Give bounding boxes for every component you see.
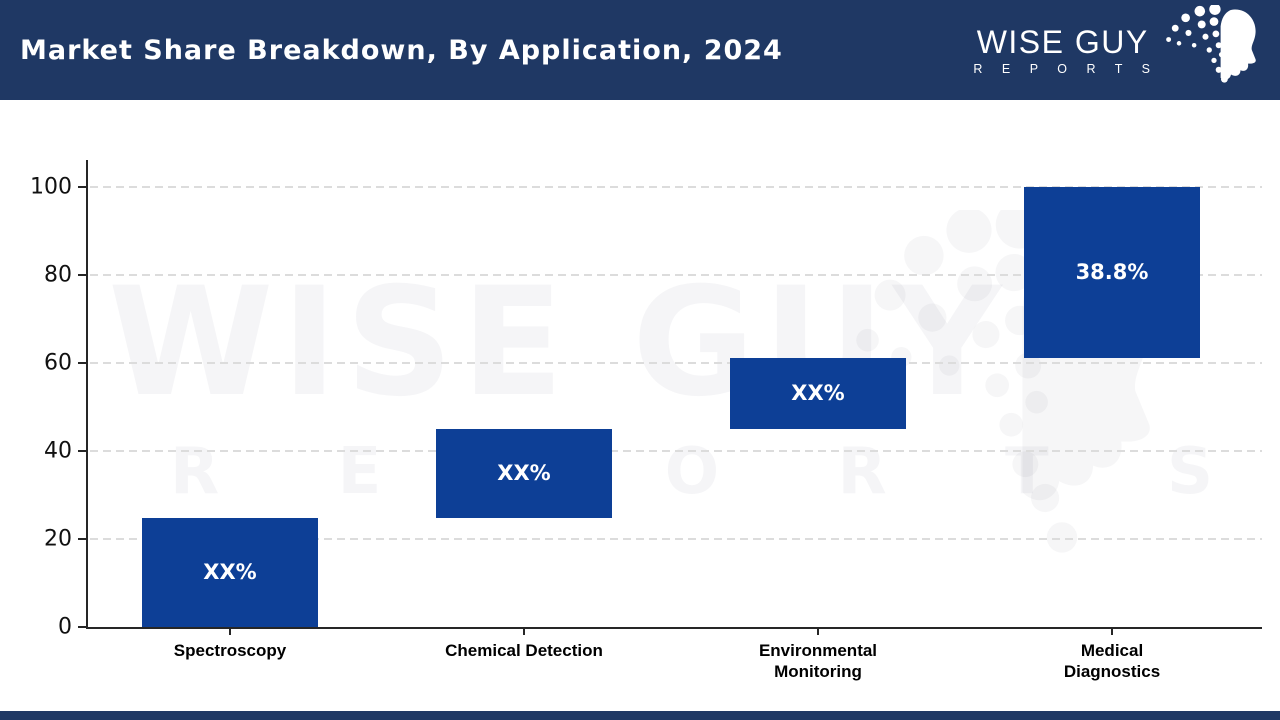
x-category-label-chemical-detection: Chemical Detection: [445, 641, 603, 660]
gridline-100: [90, 186, 1262, 188]
footer-bar: [0, 711, 1280, 720]
y-axis-line: [86, 160, 88, 629]
y-tick-label-60: 60: [44, 350, 72, 376]
x-category-label-spectroscopy: Spectroscopy: [173, 641, 287, 660]
x-tick-mark-0: [229, 627, 231, 635]
y-tick-label-0: 0: [58, 614, 72, 640]
x-tick-mark-1: [523, 627, 525, 635]
x-tick-mark-3: [1111, 627, 1113, 635]
x-axis-line: [86, 627, 1262, 629]
x-tick-mark-2: [817, 627, 819, 635]
y-tick-mark-80: [78, 274, 86, 276]
bar-environmental-monitoring: XX%: [730, 357, 906, 429]
x-category-label-environmental-monitoring: Environmental Monitoring: [758, 641, 878, 681]
bar-value-label: 38.8%: [1075, 260, 1149, 285]
bar-value-label: XX%: [203, 560, 257, 585]
y-tick-mark-60: [78, 362, 86, 364]
y-tick-label-100: 100: [30, 174, 72, 200]
logo-text: WISE GUY R E P O R T S: [967, 23, 1158, 77]
logo-subtitle: R E P O R T S: [973, 62, 1158, 77]
gridline-20: [90, 538, 1262, 540]
bar-chemical-detection: XX%: [436, 429, 612, 518]
y-tick-mark-100: [78, 186, 86, 188]
gridline-80: [90, 274, 1262, 276]
bar-spectroscopy: XX%: [142, 517, 318, 627]
bar-medical-diagnostics: 38.8%: [1024, 187, 1200, 358]
dotted-face-profile-icon: [1162, 3, 1266, 97]
header-bar: Market Share Breakdown, By Application, …: [0, 0, 1280, 100]
y-tick-mark-20: [78, 538, 86, 540]
y-tick-label-40: 40: [44, 438, 72, 464]
bar-value-label: XX%: [497, 461, 551, 486]
x-category-label-medical-diagnostics: Medical Diagnostics: [1063, 641, 1161, 681]
y-tick-mark-40: [78, 450, 86, 452]
gridline-60: [90, 362, 1262, 364]
y-tick-label-80: 80: [44, 262, 72, 288]
chart-title: Market Share Breakdown, By Application, …: [20, 34, 783, 66]
y-tick-mark-0: [78, 626, 86, 628]
bar-value-label: XX%: [791, 381, 845, 406]
wise-guy-reports-logo: WISE GUY R E P O R T S: [967, 3, 1266, 97]
y-tick-label-20: 20: [44, 526, 72, 552]
chart-plot-area: 0 20 40 60 80 100 XX% Spectroscopy XX% Chemical D…: [30, 160, 1262, 681]
logo-wordmark: WISE GUY: [976, 23, 1149, 60]
gridline-40: [90, 450, 1262, 452]
